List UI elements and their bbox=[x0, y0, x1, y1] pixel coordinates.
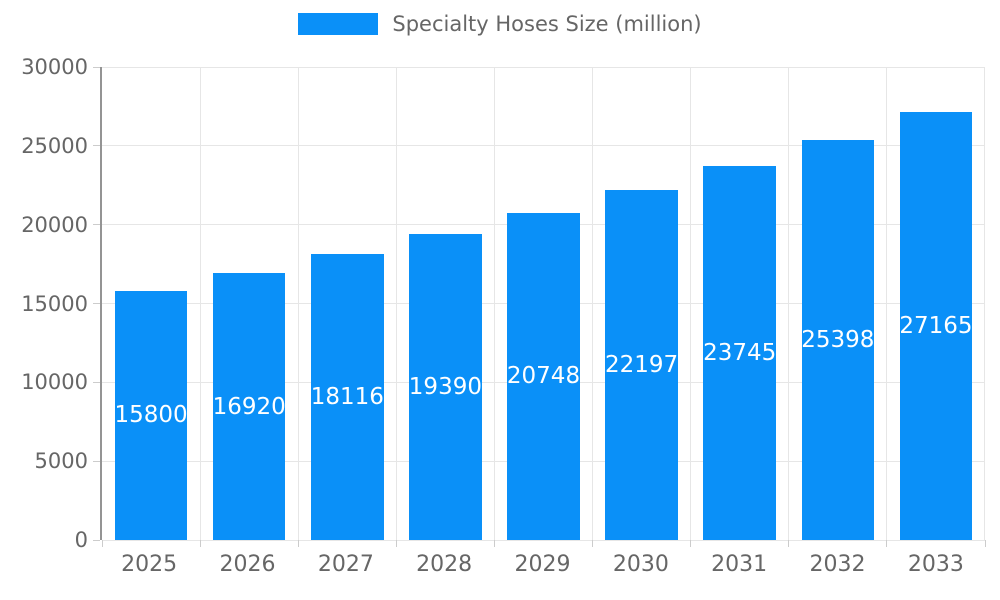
bar-2030: 22197 bbox=[605, 190, 678, 540]
x-axis-tick bbox=[690, 540, 692, 547]
gridline-vertical bbox=[493, 67, 495, 540]
bar-2032: 25398 bbox=[801, 139, 875, 540]
bar-value-label: 22197 bbox=[605, 352, 679, 379]
legend-swatch-icon bbox=[298, 13, 379, 35]
gridline-vertical bbox=[592, 67, 594, 540]
bar-2027: 18116 bbox=[311, 254, 384, 540]
bar-value-label: 19390 bbox=[408, 374, 482, 401]
y-tick-label: 15000 bbox=[21, 291, 88, 316]
x-tick-label: 2029 bbox=[514, 552, 571, 577]
bar-value-label: 20748 bbox=[506, 363, 581, 390]
bar-2026: 16920 bbox=[213, 273, 286, 540]
bar-2033: 27165 bbox=[899, 111, 973, 540]
y-axis-labels: 0 5000 10000 15000 20000 25000 30000 bbox=[0, 55, 88, 552]
bar-2025: 15800 bbox=[114, 290, 188, 540]
x-axis-tick bbox=[101, 540, 103, 547]
y-axis-tick bbox=[93, 66, 100, 68]
gridline-vertical bbox=[199, 67, 201, 540]
y-tick-label: 10000 bbox=[21, 370, 88, 395]
x-axis-tick bbox=[199, 540, 201, 547]
bar-value-label: 15800 bbox=[114, 402, 188, 429]
x-axis-tick bbox=[395, 540, 397, 547]
chart-legend: Specialty Hoses Size (million) bbox=[0, 12, 1000, 36]
x-tick-label: 2026 bbox=[219, 552, 276, 577]
x-tick-label: 2027 bbox=[317, 552, 374, 577]
x-tick-label: 2025 bbox=[121, 552, 178, 577]
y-axis-tick bbox=[93, 381, 100, 383]
gridline-vertical bbox=[297, 67, 299, 540]
x-axis-tick bbox=[788, 540, 790, 547]
bar-value-label: 25398 bbox=[801, 326, 875, 353]
x-tick-label: 2028 bbox=[416, 552, 473, 577]
x-axis-labels: 2025 2026 2027 2028 2029 2030 2031 2032 2033 bbox=[100, 552, 985, 586]
legend-item[interactable]: Specialty Hoses Size (million) bbox=[298, 12, 702, 36]
x-axis-tick bbox=[592, 540, 594, 547]
bar-value-label: 23745 bbox=[703, 339, 777, 366]
y-axis-tick bbox=[93, 539, 100, 541]
y-axis-tick bbox=[93, 303, 100, 304]
bar-2028: 19390 bbox=[409, 234, 482, 540]
gridline-vertical bbox=[690, 67, 692, 540]
y-axis-tick bbox=[93, 145, 100, 147]
gridline-vertical bbox=[984, 67, 985, 540]
x-axis-tick bbox=[493, 540, 495, 547]
x-tick-label: 2032 bbox=[809, 552, 866, 577]
gridline-vertical bbox=[395, 67, 397, 540]
y-tick-label: 5000 bbox=[34, 449, 88, 474]
y-axis-tick bbox=[93, 460, 100, 462]
y-tick-label: 25000 bbox=[21, 133, 88, 158]
x-axis-tick bbox=[886, 540, 888, 547]
x-axis-tick bbox=[984, 540, 986, 547]
bar-value-label: 16920 bbox=[212, 393, 286, 420]
gridline-horizontal bbox=[102, 145, 985, 147]
x-tick-label: 2030 bbox=[612, 552, 669, 577]
x-tick-label: 2031 bbox=[711, 552, 768, 577]
gridline-horizontal bbox=[102, 539, 985, 541]
bar-value-label: 27165 bbox=[899, 312, 973, 339]
y-axis-tick bbox=[93, 224, 100, 226]
y-tick-label: 0 bbox=[74, 528, 88, 552]
bar-value-label: 18116 bbox=[310, 384, 384, 411]
gridline-vertical bbox=[788, 67, 790, 540]
legend-label: Specialty Hoses Size (million) bbox=[392, 12, 702, 36]
plot-area: 15800 16920 18116 19390 20748 22197 23745 25398… bbox=[93, 66, 986, 547]
y-tick-label: 30000 bbox=[21, 55, 88, 79]
y-tick-label: 20000 bbox=[21, 212, 88, 237]
x-tick-label: 2033 bbox=[907, 552, 964, 577]
gridline-horizontal bbox=[102, 66, 985, 68]
bar-2031: 23745 bbox=[703, 165, 777, 540]
x-axis-tick bbox=[297, 540, 299, 547]
bar-2029: 20748 bbox=[506, 212, 581, 540]
gridline-vertical bbox=[886, 67, 888, 540]
